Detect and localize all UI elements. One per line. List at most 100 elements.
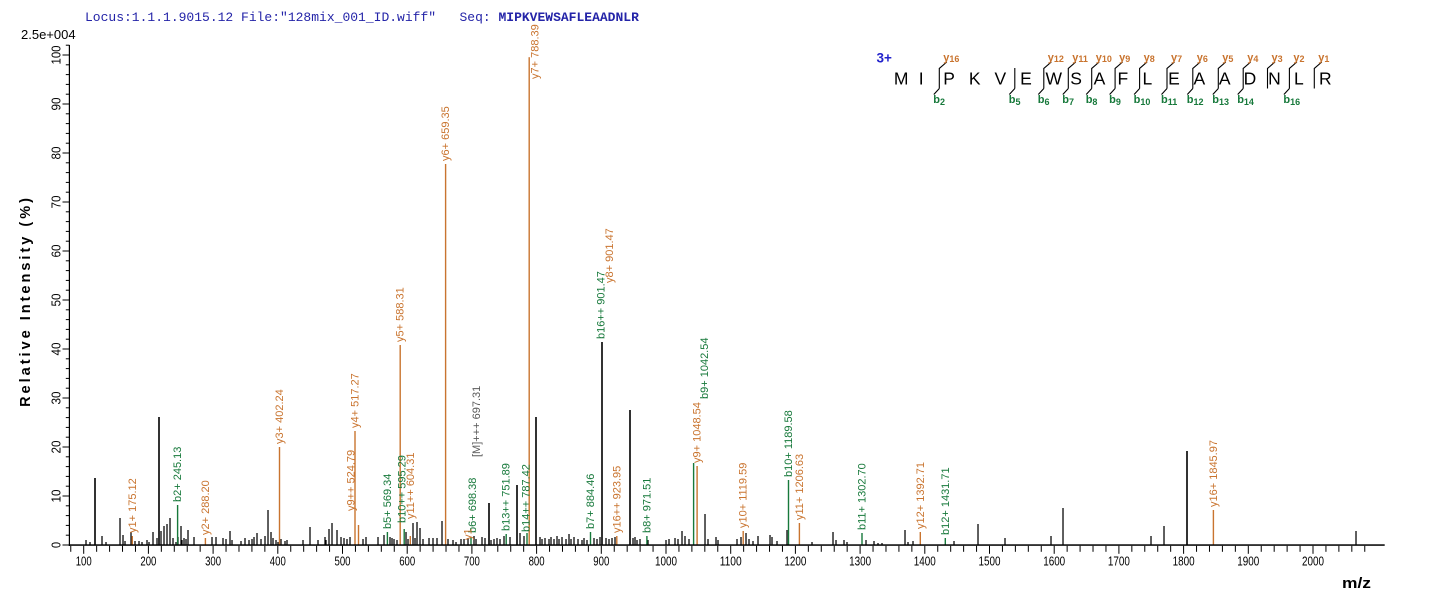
svg-text:y10+ 1119.59: y10+ 1119.59 [738,463,750,528]
svg-text:y9++ 524.79: y9++ 524.79 [346,450,358,511]
svg-text:y1: y1 [463,528,475,540]
svg-text:2.5e+004: 2.5e+004 [21,27,76,42]
svg-text:V: V [994,69,1006,89]
svg-text:D: D [1244,69,1257,89]
svg-text:E: E [1168,69,1180,89]
svg-text:10: 10 [49,490,64,503]
svg-text:500: 500 [335,555,351,569]
svg-text:y16: y16 [943,52,959,64]
svg-text:100: 100 [49,46,64,65]
svg-text:20: 20 [49,441,64,454]
svg-text:b8: b8 [1086,94,1098,107]
svg-text:Relative Intensity (%): Relative Intensity (%) [18,195,34,407]
svg-text:M: M [894,69,909,89]
svg-text:b7+ 884.46: b7+ 884.46 [585,474,597,529]
svg-text:y11: y11 [1072,52,1088,64]
svg-text:1200: 1200 [784,555,806,569]
svg-text:b5: b5 [1009,94,1021,107]
svg-text:b5+ 569.34: b5+ 569.34 [382,474,394,529]
svg-text:A: A [1219,69,1231,89]
svg-text:L: L [1143,69,1153,89]
svg-text:b7: b7 [1062,94,1074,107]
svg-text:400: 400 [270,555,286,569]
svg-text:y4+ 517.27: y4+ 517.27 [350,373,362,428]
svg-text:3+: 3+ [877,51,893,66]
svg-text:40: 40 [49,343,64,356]
svg-text:1800: 1800 [1173,555,1195,569]
svg-text:F: F [1118,69,1129,89]
svg-text:y2: y2 [1293,52,1304,64]
svg-text:60: 60 [49,245,64,258]
svg-text:A: A [1094,69,1106,89]
svg-text:y1: y1 [1318,52,1329,64]
svg-text:y9: y9 [1119,52,1130,64]
svg-text:50: 50 [49,294,64,307]
svg-text:Locus:1.1.1.9015.12 File:"128m: Locus:1.1.1.9015.12 File:"128mix_001_ID.… [85,10,639,25]
svg-text:P: P [943,69,955,89]
svg-text:90: 90 [49,98,64,111]
svg-text:E: E [1020,69,1032,89]
svg-text:y5+ 588.31: y5+ 588.31 [395,287,407,342]
svg-text:b10++ 595.29: b10++ 595.29 [397,455,409,523]
svg-text:y16++ 923.95: y16++ 923.95 [611,466,623,533]
svg-text:1600: 1600 [1043,555,1065,569]
svg-text:y7+ 788.39: y7+ 788.39 [530,24,542,79]
svg-text:1100: 1100 [720,555,742,569]
svg-text:b11+ 1302.70: b11+ 1302.70 [857,463,869,530]
svg-text:K: K [969,69,981,89]
svg-text:y5: y5 [1222,52,1233,64]
svg-text:800: 800 [529,555,545,569]
svg-text:A: A [1194,69,1206,89]
svg-text:b9+ 1042.54: b9+ 1042.54 [699,338,711,399]
svg-text:y11+ 1206.63: y11+ 1206.63 [794,454,806,520]
svg-text:y8+ 901.47: y8+ 901.47 [604,228,616,283]
svg-text:y4: y4 [1247,52,1258,64]
svg-text:b2+ 245.13: b2+ 245.13 [172,447,184,502]
svg-text:L: L [1294,69,1304,89]
svg-text:W: W [1046,69,1063,89]
svg-text:y11++ 604.31: y11++ 604.31 [405,453,417,519]
svg-text:b13++ 751.89: b13++ 751.89 [501,463,513,531]
svg-text:b10: b10 [1134,94,1151,107]
svg-text:y2+ 288.20: y2+ 288.20 [200,480,212,535]
svg-text:I: I [919,69,924,89]
svg-text:y16+ 1845.97: y16+ 1845.97 [1208,440,1220,507]
svg-text:y3: y3 [1272,52,1283,64]
svg-text:y6: y6 [1197,52,1208,64]
svg-text:R: R [1319,69,1332,89]
svg-text:b10+ 1189.58: b10+ 1189.58 [783,410,795,477]
svg-text:[M]+++ 697.31: [M]+++ 697.31 [471,386,483,457]
svg-text:y12: y12 [1048,52,1064,64]
svg-text:1300: 1300 [849,555,871,569]
svg-text:b14: b14 [1237,94,1254,107]
svg-text:1500: 1500 [979,555,1001,569]
svg-text:b6: b6 [1038,94,1050,107]
svg-text:b2: b2 [933,94,945,107]
svg-text:1400: 1400 [914,555,936,569]
svg-text:b6+ 698.38: b6+ 698.38 [467,478,479,533]
svg-text:y6+ 659.35: y6+ 659.35 [440,106,452,161]
svg-text:y8: y8 [1144,52,1155,64]
svg-text:b12: b12 [1187,94,1204,107]
svg-text:1000: 1000 [655,555,677,569]
svg-text:b12+ 1431.71: b12+ 1431.71 [940,467,952,535]
svg-text:y1+ 175.12: y1+ 175.12 [127,478,139,533]
svg-text:2000: 2000 [1302,555,1324,569]
svg-text:600: 600 [399,555,415,569]
svg-text:b8+ 971.51: b8+ 971.51 [641,478,653,533]
svg-text:0: 0 [49,542,64,548]
svg-text:80: 80 [49,147,64,160]
svg-text:200: 200 [140,555,156,569]
svg-text:1700: 1700 [1108,555,1130,569]
svg-text:y3+ 402.24: y3+ 402.24 [274,389,286,444]
svg-text:b16++ 901.47: b16++ 901.47 [596,271,608,339]
svg-text:70: 70 [49,196,64,209]
svg-text:y12+ 1392.71: y12+ 1392.71 [915,462,927,529]
svg-text:S: S [1070,69,1082,89]
svg-text:900: 900 [593,555,609,569]
svg-text:y7: y7 [1171,52,1182,64]
svg-text:b11: b11 [1161,94,1177,107]
svg-text:1900: 1900 [1237,555,1259,569]
svg-text:b14++ 787.42: b14++ 787.42 [521,464,533,532]
svg-text:m/z: m/z [1342,576,1371,592]
